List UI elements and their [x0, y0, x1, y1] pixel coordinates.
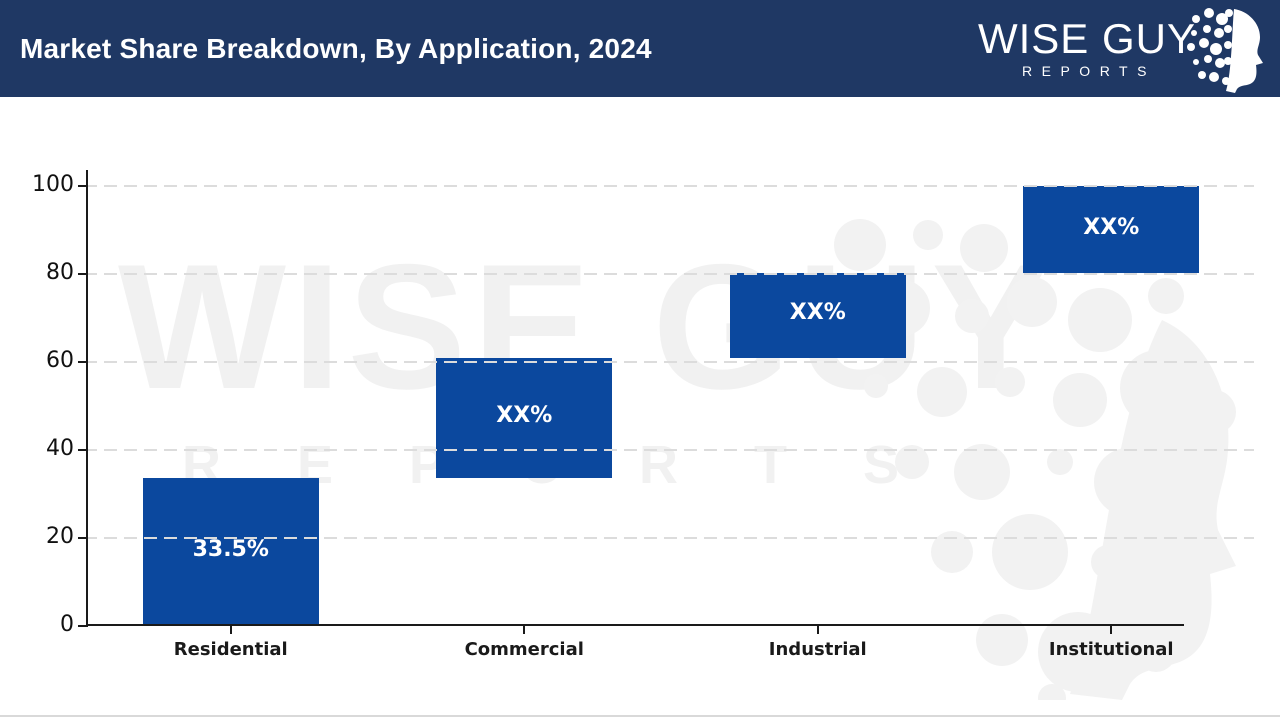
y-axis-tick-label: 0: [60, 611, 74, 637]
y-axis-tick: [78, 624, 87, 627]
gridline: [84, 185, 1254, 188]
x-axis-spine: [86, 624, 1184, 626]
chart-title: Market Share Breakdown, By Application, …: [20, 32, 652, 64]
bar: [436, 357, 613, 479]
gridline: [84, 273, 1254, 276]
x-axis-tick: [523, 626, 526, 634]
bar-value-label: XX%: [496, 402, 553, 428]
y-axis-tick-label: 100: [32, 172, 74, 198]
gridline: [84, 536, 1254, 539]
logo-wordmark: WISE GUY: [977, 15, 1196, 62]
y-axis-tick-label: 60: [46, 347, 74, 373]
y-axis-tick: [78, 273, 87, 276]
logo-face-icon: [1187, 7, 1263, 93]
bottom-divider: [0, 715, 1280, 717]
logo-sub-wordmark: REPORTS: [1022, 63, 1156, 79]
x-axis-tick: [229, 626, 232, 634]
y-axis-tick: [78, 536, 87, 539]
bar-value-label: XX%: [789, 300, 846, 326]
x-axis-tick: [816, 626, 819, 634]
bar: [1023, 186, 1200, 273]
x-axis-category-label: Institutional: [1048, 639, 1174, 660]
header-bar: Market Share Breakdown, By Application, …: [0, 0, 1280, 97]
x-axis-category-label: Residential: [173, 639, 288, 660]
y-axis-tick-label: 20: [46, 523, 74, 549]
x-axis-category-label: Commercial: [464, 639, 584, 660]
y-axis-tick-label: 40: [46, 435, 74, 461]
x-axis-category-label: Industrial: [768, 639, 867, 660]
y-axis-tick-label: 80: [46, 260, 74, 286]
bar-value-label: 33.5%: [192, 536, 269, 562]
x-axis-tick: [1110, 626, 1113, 634]
bar: [729, 272, 906, 358]
y-axis-tick: [78, 448, 87, 451]
gridline: [84, 448, 1254, 451]
gridline: [84, 360, 1254, 363]
y-axis-tick: [78, 185, 87, 188]
logo-wordmark-block: WISE GUY REPORTS: [977, 15, 1196, 80]
brand-logo: WISE GUY REPORTS: [978, 5, 1266, 93]
y-axis-spine: [86, 170, 88, 627]
bar-value-label: XX%: [1083, 214, 1140, 240]
y-axis-tick: [78, 360, 87, 363]
bar: [142, 478, 319, 626]
